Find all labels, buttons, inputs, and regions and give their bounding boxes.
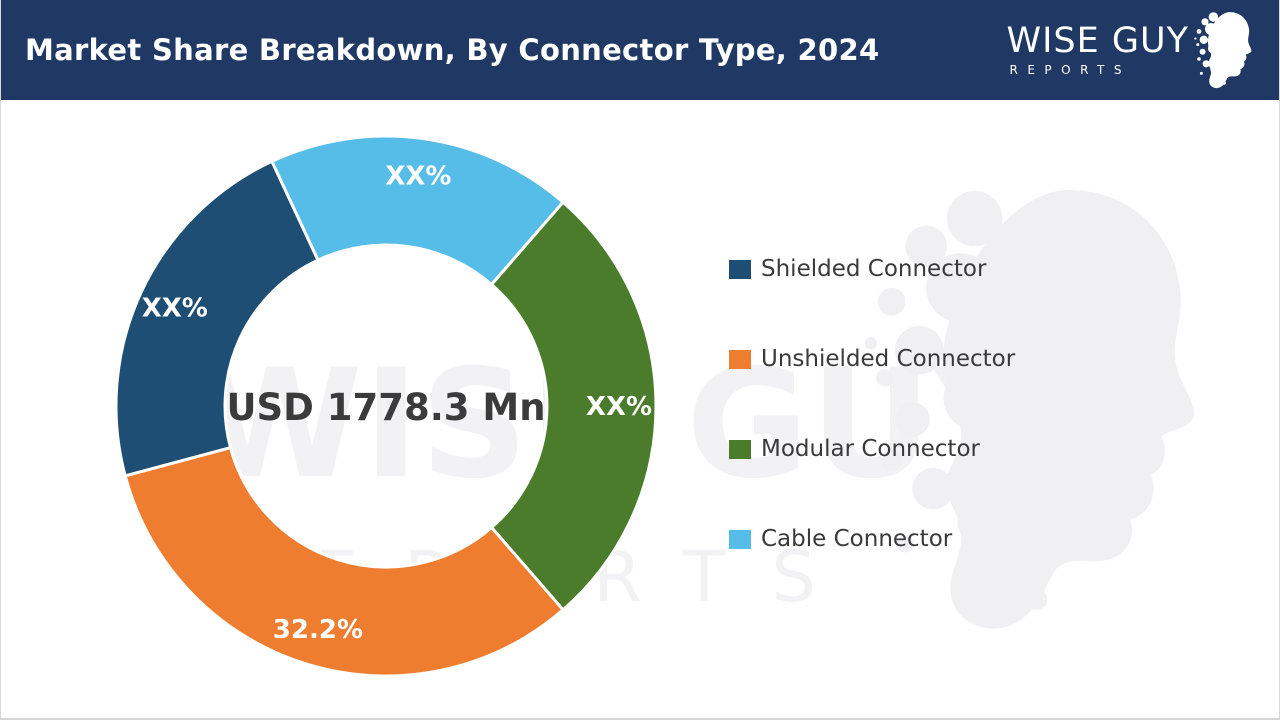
page-title: Market Share Breakdown, By Connector Typ… [25,33,880,67]
brand-logo: WISE GUY REPORTS [1006,11,1253,89]
segment-label-unshielded-connector: 32.2% [273,615,363,645]
legend-label-cable: Cable Connector [761,526,953,552]
legend-swatch-cable [729,529,751,549]
logo-wordmark-line1: WISE GUY [1006,21,1189,61]
donut-segment-unshielded-connector [123,446,565,678]
donut-segment-modular-connector [490,200,658,612]
donut-segment-cable-connector [270,134,565,286]
donut-segment-shielded-connector [114,159,320,478]
logo-wordmark-line2: REPORTS [1009,63,1131,77]
donut-segments [114,134,658,678]
segment-label-modular-connector: XX% [586,392,652,422]
logo-face-icon [1194,12,1252,89]
donut-segment-labels: XX% XX% XX% 32.2% [142,161,652,645]
legend-item: Cable Connector [729,527,1015,551]
legend-swatch-unshielded [729,349,751,369]
header-bar: Market Share Breakdown, By Connector Typ… [1,0,1279,100]
legend-swatch-modular [729,439,751,459]
legend-label-shielded: Shielded Connector [761,256,987,282]
legend-item: Unshielded Connector [729,347,1015,371]
legend-label-modular: Modular Connector [761,436,980,462]
legend-item: Modular Connector [729,437,1015,461]
chart-center-value: USD 1778.3 Mn [226,386,545,429]
segment-label-cable-connector: XX% [385,161,451,191]
chart-area: WISE GUY REPORTS XX%XX%XX%32.2% USD 1778… [1,100,1279,718]
legend: Shielded Connector Unshielded Connector … [729,257,1015,617]
legend-label-unshielded: Unshielded Connector [761,346,1016,372]
logo-wordmark: WISE GUY REPORTS [1006,21,1189,77]
segment-label-shielded-connector: XX% [142,294,208,324]
donut-chart: XX% XX% XX% 32.2% USD 1778.3 Mn [114,134,658,678]
legend-item: Shielded Connector [729,257,1015,281]
legend-swatch-shielded [729,259,751,279]
